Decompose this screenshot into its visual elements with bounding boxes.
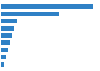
Bar — [1, 4, 93, 9]
Bar — [1, 33, 12, 38]
Bar — [1, 26, 14, 31]
Bar — [1, 12, 58, 16]
Bar — [1, 19, 17, 24]
Bar — [1, 47, 8, 52]
Bar — [1, 62, 4, 67]
Bar — [1, 55, 6, 59]
Bar — [1, 40, 10, 45]
